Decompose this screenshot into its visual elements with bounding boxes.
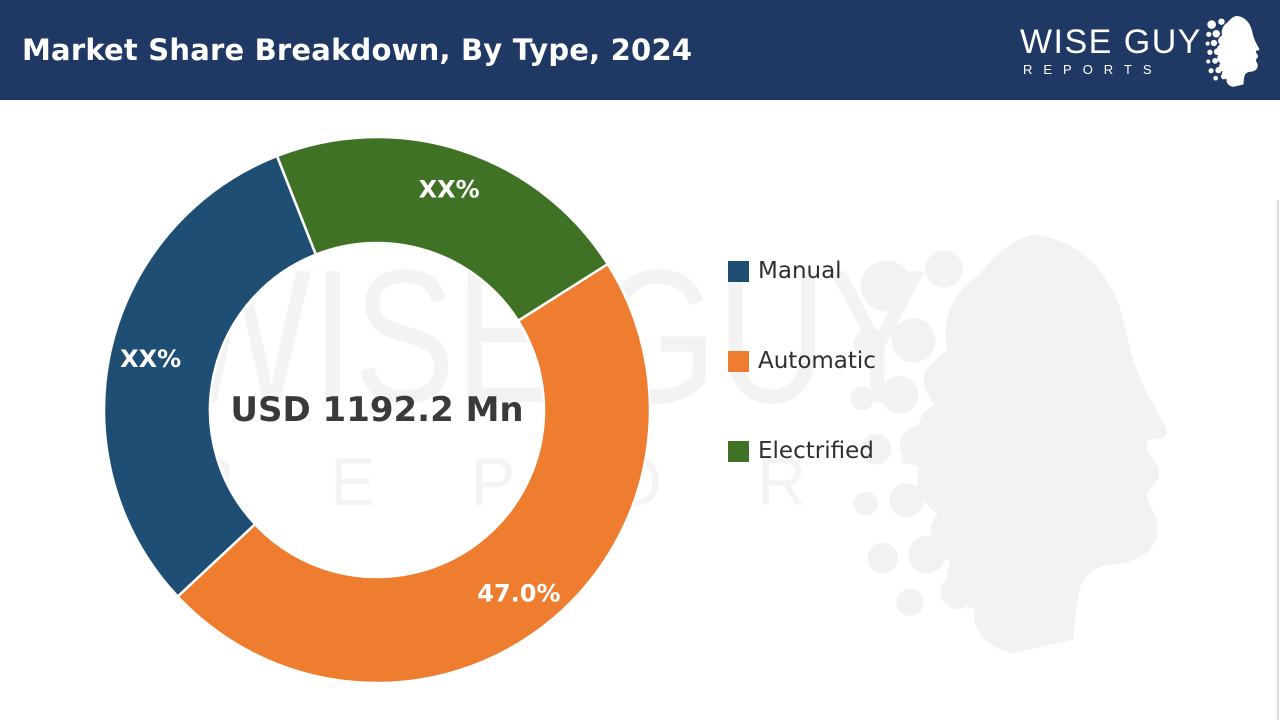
legend-label-manual: Manual bbox=[758, 257, 842, 284]
legend-swatch-automatic bbox=[728, 350, 749, 372]
chart-legend: Manual Automatic Electrified bbox=[728, 257, 876, 530]
chart-area: WISE GUY R E P O R T S XX% 47.0% XX% USD 1… bbox=[0, 100, 1280, 720]
legend-swatch-manual bbox=[728, 260, 749, 282]
donut-chart: XX% 47.0% XX% bbox=[102, 135, 652, 685]
legend-label-electrified: Electrified bbox=[758, 437, 874, 464]
legend-label-automatic: Automatic bbox=[758, 347, 876, 374]
donut-slice-automatic bbox=[176, 262, 652, 685]
legend-swatch-electrified bbox=[728, 440, 749, 462]
donut-center-value: USD 1192.2 Mn bbox=[230, 390, 524, 430]
legend-item-electrified: Electrified bbox=[728, 437, 876, 464]
slice-label-electrified: XX% bbox=[419, 175, 480, 203]
legend-item-manual: Manual bbox=[728, 257, 876, 284]
legend-item-automatic: Automatic bbox=[728, 347, 876, 374]
watermark-head-icon bbox=[850, 235, 1167, 654]
wise-guy-logo: WISE GUY REPORTS bbox=[1020, 13, 1262, 88]
logo-head-icon bbox=[1205, 15, 1260, 87]
logo-text: WISE GUY REPORTS bbox=[1020, 25, 1202, 76]
donut-slice-manual bbox=[102, 154, 318, 598]
logo-subtitle: REPORTS bbox=[1022, 61, 1163, 77]
page-title: Market Share Breakdown, By Type, 2024 bbox=[22, 33, 693, 67]
donut-slice-electrified bbox=[275, 135, 610, 323]
slice-label-automatic: 47.0% bbox=[477, 580, 560, 608]
card-right-edge bbox=[1277, 200, 1279, 720]
logo-wordmark: WISE GUY bbox=[1019, 22, 1202, 61]
slice-label-manual: XX% bbox=[120, 345, 181, 373]
header-bar: Market Share Breakdown, By Type, 2024 WI… bbox=[0, 0, 1280, 100]
